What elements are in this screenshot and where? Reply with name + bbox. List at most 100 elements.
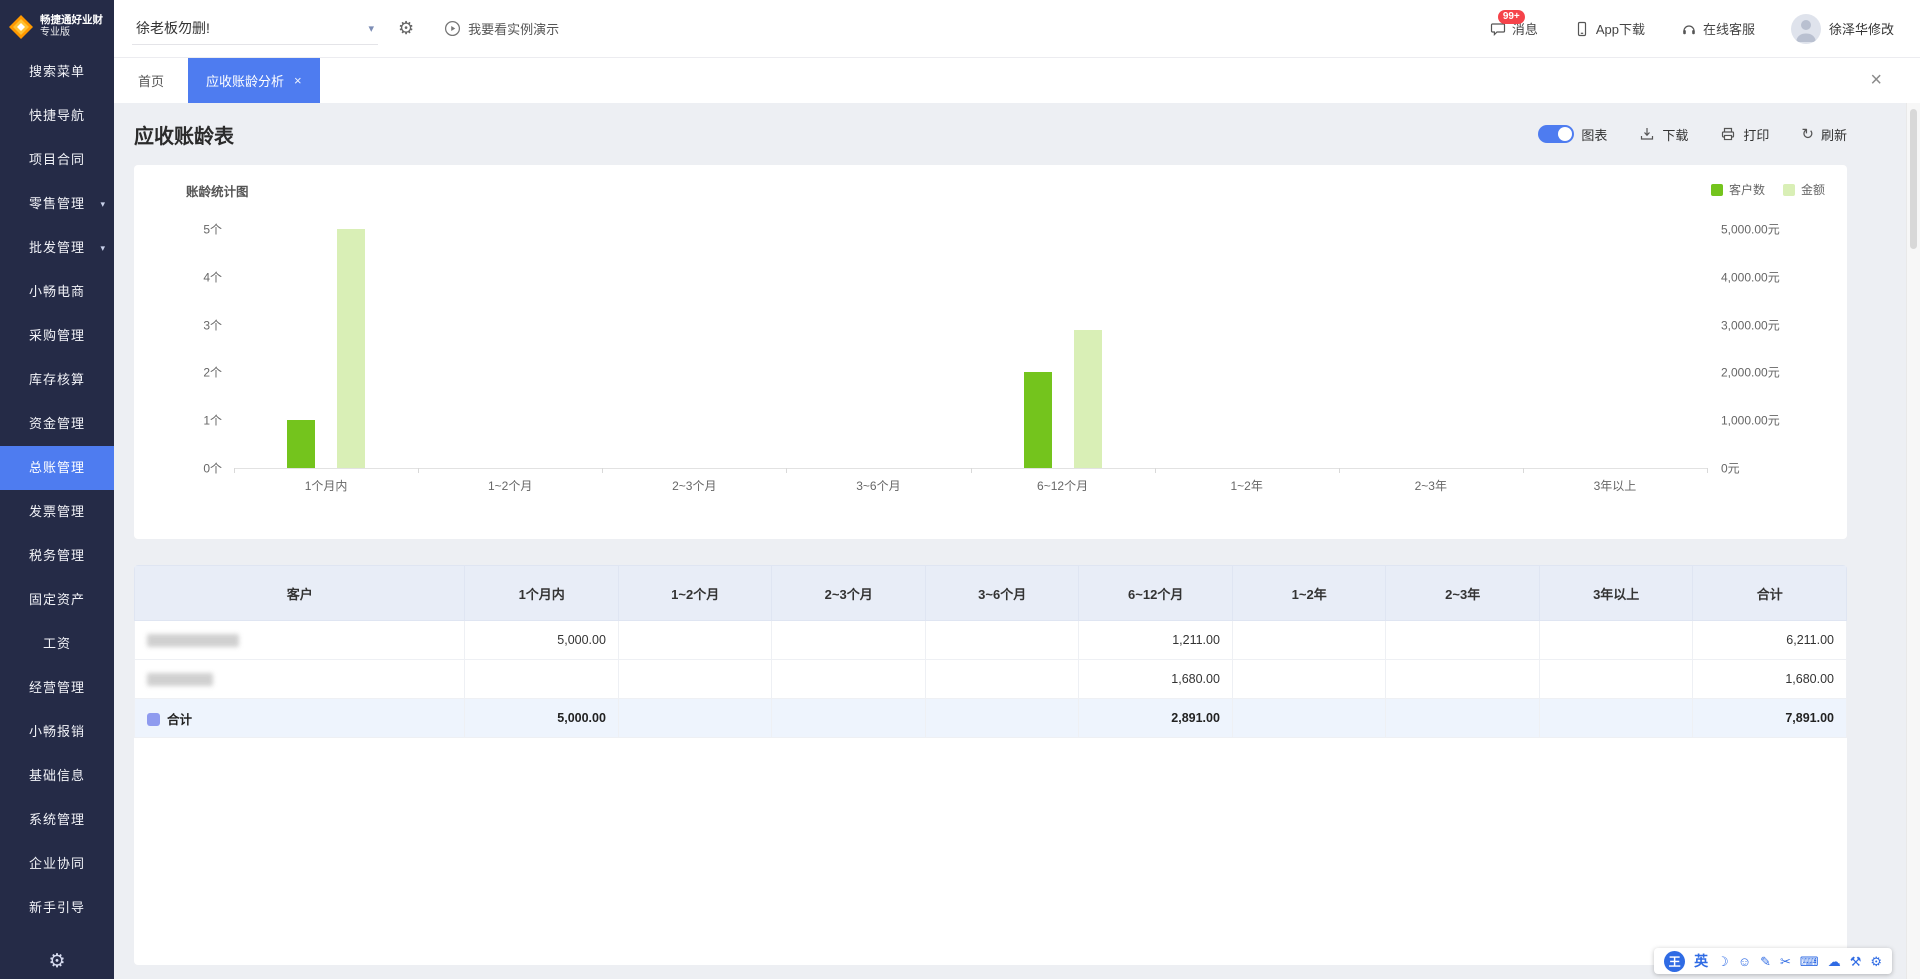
brand-icon xyxy=(9,14,33,39)
x-axis-label: 1~2个月 xyxy=(488,479,533,493)
close-page-icon[interactable]: × xyxy=(1870,69,1882,91)
sidebar-item-label: 经营管理 xyxy=(28,680,85,695)
x-axis-tick xyxy=(418,468,420,473)
sidebar-item-8[interactable]: 库存核算 xyxy=(0,358,114,402)
bar-series1-cat5 xyxy=(1023,372,1052,468)
sidebar-item-label: 零售管理 xyxy=(28,196,85,211)
company-name: 徐老板勿删! xyxy=(136,20,210,36)
sidebar-item-14[interactable]: 工资 xyxy=(0,622,114,666)
sidebar-item-10[interactable]: 总账管理 xyxy=(0,446,114,490)
y-axis-tick-right: 4,000.00元 xyxy=(1721,270,1780,285)
chart-category-7: 2~3年 xyxy=(1339,229,1523,493)
smiley-icon[interactable]: ☺ xyxy=(1737,953,1752,969)
sidebar-item-16[interactable]: 小畅报销 xyxy=(0,710,114,754)
value-cell xyxy=(771,659,926,699)
sidebar-item-11[interactable]: 发票管理 xyxy=(0,490,114,534)
tab-aging-analysis[interactable]: 应收账龄分析 × xyxy=(188,57,320,103)
x-axis-label: 3~6个月 xyxy=(856,479,901,493)
sidebar-item-12[interactable]: 税务管理 xyxy=(0,534,114,578)
keyboard-icon[interactable]: ⌨ xyxy=(1799,953,1819,969)
redacted-customer-name xyxy=(147,633,239,647)
total-value-cell xyxy=(1538,698,1694,738)
y-axis-tick-left: 5个 xyxy=(203,222,222,237)
scrollbar xyxy=(1906,103,1920,979)
sidebar-item-15[interactable]: 经营管理 xyxy=(0,666,114,710)
username: 徐泽华修改 xyxy=(1828,22,1894,37)
chevron-down-icon: ▾ xyxy=(368,22,374,35)
tab-bar: 首页 应收账龄分析 × × xyxy=(114,57,1920,103)
y-axis-tick-left: 4个 xyxy=(203,270,222,285)
chart-category-2: 1~2个月 xyxy=(418,229,602,493)
settings-gear-icon[interactable]: ⚙ xyxy=(398,18,415,38)
sidebar-item-18[interactable]: 系统管理 xyxy=(0,798,114,842)
print-button[interactable]: 打印 xyxy=(1720,125,1769,144)
y-axis-tick-right: 1,000.00元 xyxy=(1721,413,1780,428)
value-cell xyxy=(617,659,773,699)
app-download-button[interactable]: App下载 xyxy=(1574,19,1645,38)
sidebar-item-6[interactable]: 小畅电商 xyxy=(0,270,114,314)
sidebar-item-1[interactable]: 搜索菜单 xyxy=(0,50,114,94)
moon-icon[interactable]: ☽ xyxy=(1717,953,1729,969)
user-menu[interactable]: 徐泽华修改 xyxy=(1790,13,1894,44)
chat-bubble-icon xyxy=(1490,22,1505,36)
x-axis-tick xyxy=(1338,468,1340,473)
pen-icon[interactable]: ✎ xyxy=(1760,953,1772,969)
value-cell: 5,000.00 xyxy=(464,620,619,660)
sidebar-item-13[interactable]: 固定资产 xyxy=(0,578,114,622)
sidebar-item-5[interactable]: 批发管理 ▾ xyxy=(0,226,114,270)
sidebar-item-label: 发票管理 xyxy=(28,504,85,519)
sidebar-settings-gear-icon[interactable]: ⚙ xyxy=(48,951,66,972)
sidebar-item-17[interactable]: 基础信息 xyxy=(0,754,114,798)
x-axis-tick xyxy=(1154,468,1156,473)
column-header: 2~3年 xyxy=(1385,565,1540,621)
gear-icon[interactable]: ⚙ xyxy=(1870,953,1882,969)
sidebar-item-label: 资金管理 xyxy=(28,416,85,431)
scrollbar-thumb[interactable] xyxy=(1910,109,1917,249)
page-title: 应收账龄表 xyxy=(134,125,234,148)
legend-label: 客户数 xyxy=(1728,183,1765,197)
toggle-knob xyxy=(1558,127,1573,141)
tab-home[interactable]: 首页 xyxy=(114,57,188,103)
sidebar-item-7[interactable]: 采购管理 xyxy=(0,314,114,358)
total-value-cell: 5,000.00 xyxy=(464,698,619,738)
column-header: 1~2个月 xyxy=(617,565,773,621)
sidebar-item-9[interactable]: 资金管理 xyxy=(0,402,114,446)
download-button[interactable]: 下载 xyxy=(1639,125,1688,144)
company-select[interactable]: 徐老板勿删! ▾ xyxy=(132,12,378,45)
x-axis-label: 2~3年 xyxy=(1414,479,1447,493)
column-header: 6~12个月 xyxy=(1078,565,1233,621)
chart-view-toggle[interactable]: 图表 xyxy=(1538,125,1607,144)
chart-category-8: 3年以上 xyxy=(1523,229,1707,493)
sidebar-item-19[interactable]: 企业协同 xyxy=(0,842,114,886)
x-axis-label: 1~2年 xyxy=(1230,479,1263,493)
x-axis-tick xyxy=(234,468,235,473)
value-cell xyxy=(464,659,619,699)
x-axis-tick xyxy=(786,468,788,473)
tools-icon[interactable]: ⚒ xyxy=(1849,953,1862,969)
total-value-cell xyxy=(1385,698,1540,738)
total-value-cell xyxy=(1231,698,1387,738)
sidebar-item-2[interactable]: 快捷导航 xyxy=(0,94,114,138)
sidebar-item-label: 税务管理 xyxy=(28,548,85,563)
total-value-cell xyxy=(924,698,1080,738)
sidebar-item-3[interactable]: 项目合同 xyxy=(0,138,114,182)
toggle-switch[interactable] xyxy=(1538,125,1575,143)
demo-play-icon xyxy=(445,20,461,37)
ime-mode-button[interactable]: 英 xyxy=(1694,953,1709,969)
cloud-icon[interactable]: ☁ xyxy=(1827,953,1841,969)
value-cell xyxy=(1538,620,1694,660)
sidebar-item-4[interactable]: 零售管理 ▾ xyxy=(0,182,114,226)
online-service-button[interactable]: 在线客服 xyxy=(1681,19,1755,38)
chart-title: 账龄统计图 xyxy=(186,185,249,199)
messages-button[interactable]: 99+ 消息 xyxy=(1490,10,1538,38)
tab-close-icon[interactable]: × xyxy=(294,72,302,88)
scissors-icon[interactable]: ✂ xyxy=(1780,953,1791,969)
ime-language-button[interactable]: 王 xyxy=(1664,950,1686,972)
x-axis-label: 1个月内 xyxy=(304,479,348,493)
value-cell xyxy=(924,659,1080,699)
sidebar-item-20[interactable]: 新手引导 xyxy=(0,886,114,930)
demo-link[interactable]: 我要看实例演示 xyxy=(444,19,559,38)
refresh-button[interactable]: ↻ 刷新 xyxy=(1801,125,1847,144)
column-header: 客户 xyxy=(134,565,466,621)
